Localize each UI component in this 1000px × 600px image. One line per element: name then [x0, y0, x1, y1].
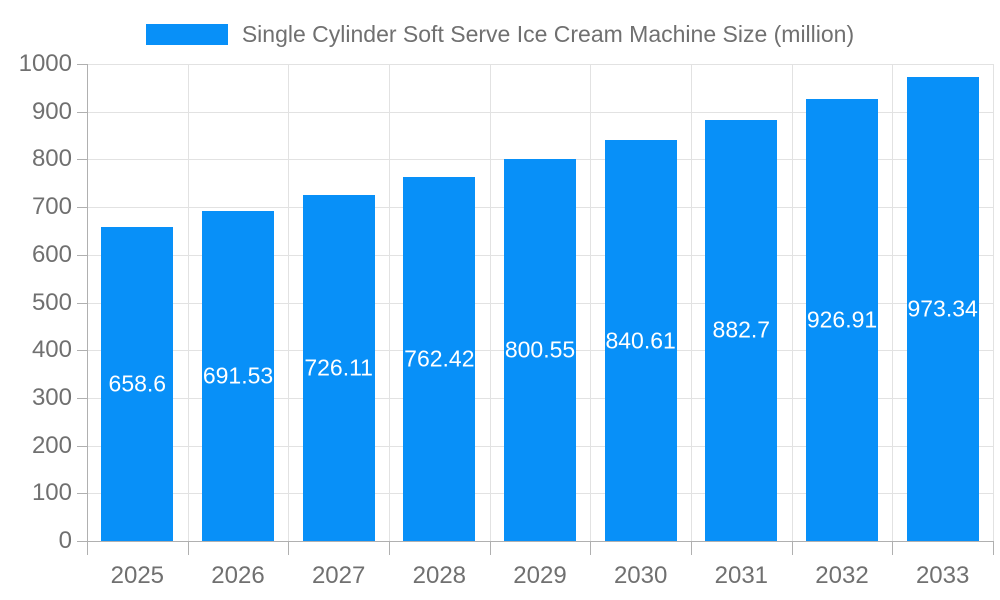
y-axis-tick — [77, 207, 87, 209]
plot-area: 0 100 200 300 400 500 600 700 800 900 1000 658.6 202… — [19, 50, 994, 589]
y-gridline — [87, 64, 993, 65]
y-axis-tick — [77, 159, 87, 161]
x-gridline — [791, 64, 793, 541]
x-tick-label: 2025 — [110, 562, 165, 589]
legend: Single Cylinder Soft Serve Ice Cream Mac… — [0, 21, 1000, 48]
y-tick-label: 100 — [31, 479, 72, 507]
y-tick-label: 300 — [31, 383, 72, 411]
x-axis-tick — [791, 541, 793, 555]
y-gridline — [87, 111, 993, 113]
x-gridline — [691, 64, 692, 541]
x-axis-tick — [389, 541, 390, 555]
x-gridline — [187, 64, 189, 541]
x-tick-label: 2029 — [513, 562, 567, 589]
bar-value-label: 691.53 — [202, 362, 274, 389]
bar-value-label: 800.55 — [504, 336, 576, 363]
y-axis-tick — [77, 445, 87, 447]
x-gridline — [288, 64, 290, 541]
x-gridline — [590, 64, 592, 541]
bar-value-label: 726.11 — [304, 354, 373, 381]
x-axis-tick — [288, 541, 290, 555]
bar-value-label: 762.42 — [404, 345, 475, 372]
y-axis-line — [87, 64, 88, 541]
y-tick-label: 200 — [31, 431, 72, 459]
x-gridline — [489, 64, 491, 541]
x-axis-tick — [892, 541, 894, 555]
x-tick-label: 2033 — [915, 562, 970, 589]
bar — [705, 119, 778, 541]
x-tick-label: 2027 — [311, 562, 366, 589]
y-axis-tick — [77, 541, 87, 542]
y-axis-tick — [77, 64, 87, 65]
bar — [302, 194, 375, 541]
bar-value-label: 973.34 — [907, 295, 978, 322]
x-gridline — [389, 64, 390, 541]
x-axis-tick — [993, 541, 994, 555]
y-tick-label: 600 — [31, 240, 72, 268]
x-axis-tick — [691, 541, 692, 555]
y-axis-tick — [77, 350, 87, 352]
y-axis-tick — [77, 493, 87, 495]
y-tick-label: 0 — [58, 527, 72, 554]
bar — [504, 159, 576, 541]
x-axis-tick — [590, 541, 592, 555]
bar-value-label: 658.6 — [108, 370, 167, 397]
bar — [906, 76, 979, 541]
x-tick-label: 2028 — [412, 562, 467, 589]
x-gridline — [993, 64, 994, 541]
y-tick-label: 800 — [31, 145, 72, 173]
bar — [101, 226, 174, 541]
bar-value-label: 926.91 — [806, 306, 878, 333]
y-axis-tick — [77, 302, 87, 304]
x-axis-tick — [187, 541, 189, 555]
x-tick-label: 2031 — [714, 562, 769, 589]
y-tick-label: 900 — [31, 97, 72, 125]
x-axis-tick — [87, 541, 88, 555]
bar-value-label: 840.61 — [605, 327, 676, 353]
bar — [202, 211, 274, 541]
x-gridline — [892, 64, 894, 541]
legend-label: Single Cylinder Soft Serve Ice Cream Mac… — [241, 21, 855, 47]
x-axis-tick — [489, 541, 491, 555]
bar — [604, 140, 677, 541]
x-tick-label: 2030 — [613, 562, 668, 589]
x-tick-label: 2032 — [815, 562, 869, 589]
bar — [403, 177, 476, 541]
y-tick-label: 400 — [31, 336, 72, 364]
y-axis-tick — [77, 397, 87, 399]
y-tick-label: 1000 — [18, 50, 72, 77]
bar-value-label: 882.7 — [712, 316, 771, 343]
x-axis-line — [86, 541, 993, 542]
y-tick-label: 700 — [31, 193, 72, 221]
x-tick-label: 2026 — [211, 562, 265, 589]
legend-swatch — [145, 24, 228, 45]
y-axis-tick — [77, 111, 87, 113]
y-tick-label: 500 — [31, 288, 72, 316]
y-axis-tick — [77, 254, 87, 256]
bar — [806, 98, 878, 541]
